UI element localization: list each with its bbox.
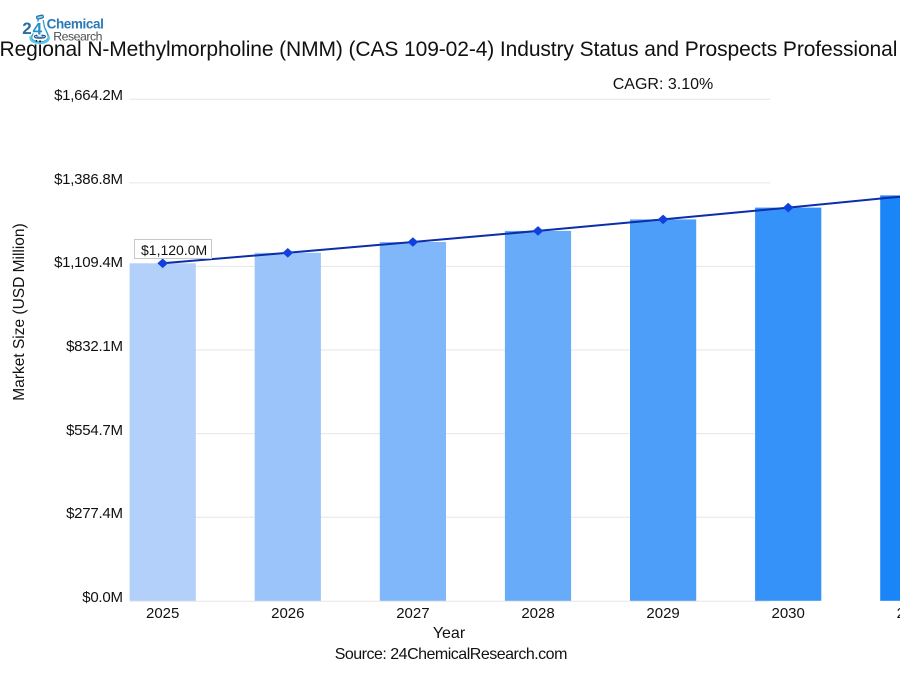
svg-text:2: 2	[22, 19, 31, 38]
svg-text:4: 4	[33, 20, 43, 39]
svg-text:Chemical: Chemical	[47, 16, 104, 31]
svg-text:Research: Research	[53, 29, 102, 43]
